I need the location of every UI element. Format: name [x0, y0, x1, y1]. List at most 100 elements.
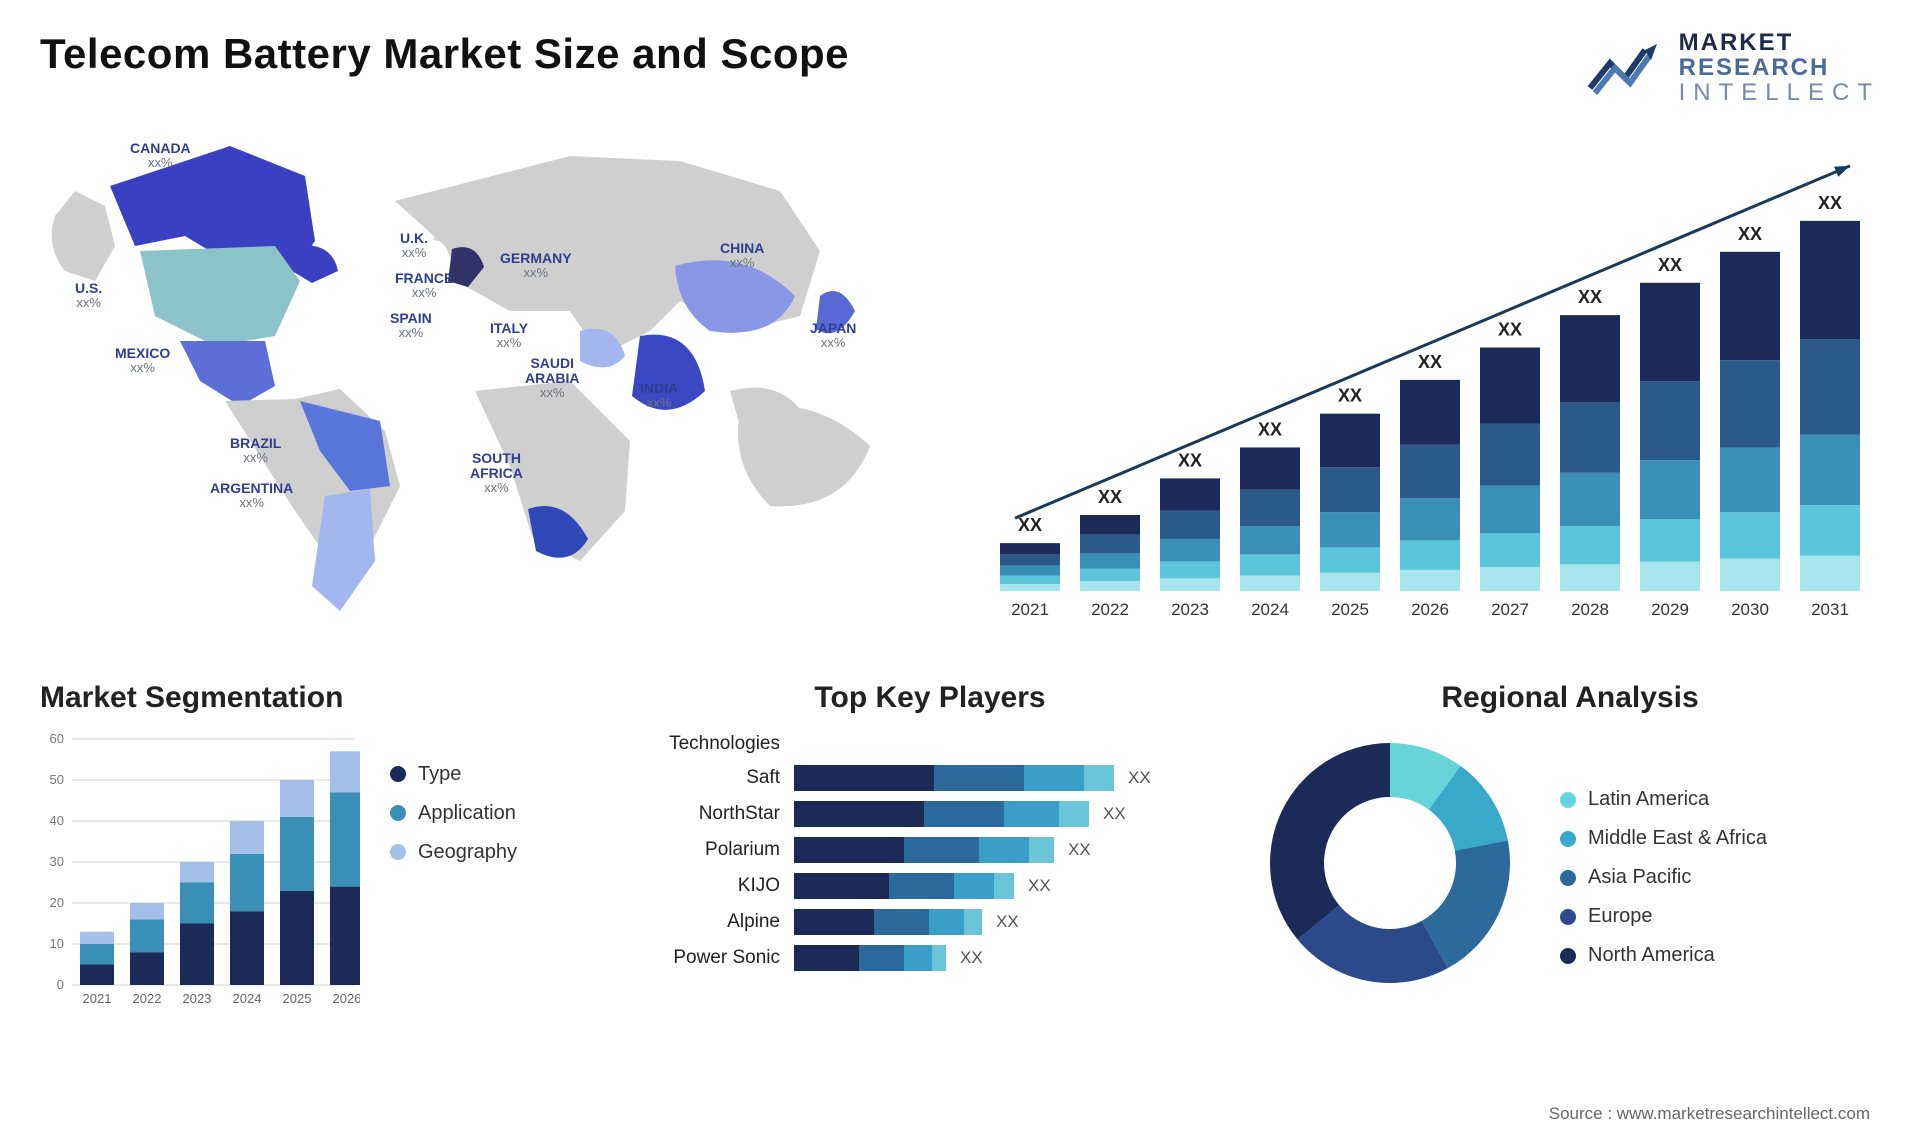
- map-country-label: U.S.xx%: [75, 281, 102, 311]
- kp-value: XX: [1128, 768, 1151, 788]
- kp-bar: [794, 945, 946, 971]
- kp-value: XX: [960, 948, 983, 968]
- kp-bar-segment: [794, 837, 904, 863]
- forecast-bar-segment: [1480, 485, 1540, 533]
- map-country-label: MEXICOxx%: [115, 346, 170, 376]
- forecast-bar-segment: [1000, 554, 1060, 565]
- seg-bar-segment: [80, 964, 114, 985]
- trend-arrowhead-icon: [1834, 165, 1850, 176]
- keyplayers-list: Technologies Saft XX NorthStar XX PolariumXX K…: [650, 733, 1210, 971]
- logo-mark-icon: [1585, 38, 1665, 98]
- seg-legend-item: Application: [390, 802, 517, 825]
- regional-legend-item: Asia Pacific: [1560, 866, 1767, 889]
- forecast-year-label: 2027: [1491, 600, 1529, 619]
- seg-bar-segment: [330, 886, 360, 984]
- kp-bar: [794, 801, 1089, 827]
- keyplayers-header: Technologies: [650, 733, 1210, 755]
- seg-year-label: 2025: [283, 991, 312, 1006]
- legend-label: Geography: [418, 841, 517, 864]
- segmentation-legend: TypeApplicationGeography: [390, 733, 517, 1013]
- forecast-bar-segment: [1160, 478, 1220, 510]
- legend-label: Asia Pacific: [1588, 866, 1691, 889]
- keyplayers-row: PolariumXX: [650, 837, 1210, 863]
- forecast-bar-segment: [1000, 575, 1060, 583]
- keyplayers-title: Top Key Players: [650, 681, 1210, 715]
- seg-bar-segment: [280, 780, 314, 817]
- legend-label: Latin America: [1588, 788, 1709, 811]
- kp-bar-segment: [954, 873, 994, 899]
- seg-bar-segment: [230, 853, 264, 910]
- forecast-bar-segment: [1400, 444, 1460, 497]
- seg-bar-segment: [130, 903, 164, 919]
- brand-logo: MARKET RESEARCH INTELLECT: [1585, 30, 1880, 106]
- forecast-bar-segment: [1080, 581, 1140, 591]
- map-country-label: CHINAxx%: [720, 241, 764, 271]
- logo-line-1: MARKET: [1679, 30, 1880, 55]
- forecast-bar-segment: [1320, 467, 1380, 512]
- forecast-bar-value: XX: [1498, 319, 1522, 339]
- forecast-bar-value: XX: [1178, 450, 1202, 470]
- segmentation-panel: Market Segmentation 01020304050602021202…: [40, 681, 600, 1013]
- kp-bar-segment: [794, 765, 934, 791]
- keyplayers-row: Saft XX: [650, 765, 1210, 791]
- forecast-year-label: 2024: [1251, 600, 1289, 619]
- seg-y-tick: 50: [50, 772, 64, 787]
- kp-bar-segment: [932, 945, 946, 971]
- kp-bar-segment: [929, 909, 964, 935]
- forecast-bar-value: XX: [1418, 351, 1442, 371]
- map-country-label: FRANCExx%: [395, 271, 453, 301]
- map-region: [52, 191, 115, 281]
- world-map-svg: [40, 131, 930, 651]
- seg-bar-segment: [80, 944, 114, 965]
- map-country-label: BRAZILxx%: [230, 436, 281, 466]
- kp-bar-segment: [934, 765, 1024, 791]
- forecast-bar-segment: [1640, 282, 1700, 381]
- forecast-bar-segment: [1080, 534, 1140, 552]
- forecast-bar-segment: [1480, 533, 1540, 567]
- seg-bar-segment: [80, 931, 114, 943]
- forecast-year-label: 2022: [1091, 600, 1129, 619]
- forecast-bar-segment: [1240, 554, 1300, 575]
- forecast-bar-segment: [1240, 526, 1300, 554]
- map-region: [292, 245, 338, 283]
- forecast-bar-segment: [1320, 547, 1380, 572]
- kp-company-name: Saft: [650, 767, 780, 789]
- kp-company-name: KIJO: [650, 875, 780, 897]
- map-country-label: SOUTHAFRICAxx%: [470, 451, 523, 496]
- forecast-bar-segment: [1800, 555, 1860, 590]
- keyplayers-row: KIJOXX: [650, 873, 1210, 899]
- kp-value: XX: [1103, 804, 1126, 824]
- forecast-bar-segment: [1160, 510, 1220, 538]
- forecast-year-label: 2030: [1731, 600, 1769, 619]
- seg-year-label: 2021: [83, 991, 112, 1006]
- forecast-bar-segment: [1720, 251, 1780, 359]
- seg-bar-segment: [280, 816, 314, 890]
- forecast-bar-segment: [1160, 538, 1220, 561]
- kp-bar-segment: [1059, 801, 1089, 827]
- kp-bar-segment: [889, 873, 954, 899]
- legend-dot-icon: [390, 766, 406, 782]
- logo-line-3: INTELLECT: [1679, 80, 1880, 105]
- seg-y-tick: 0: [57, 977, 64, 992]
- forecast-bar-segment: [1080, 515, 1140, 535]
- legend-dot-icon: [1560, 909, 1576, 925]
- forecast-bar-segment: [1480, 567, 1540, 591]
- forecast-bar-segment: [1320, 512, 1380, 547]
- kp-company-name: NorthStar: [650, 803, 780, 825]
- forecast-bar-segment: [1400, 498, 1460, 540]
- legend-label: Application: [418, 802, 516, 825]
- seg-bar-segment: [330, 751, 360, 792]
- map-country-label: SAUDIARABIAxx%: [525, 356, 579, 401]
- keyplayers-row: Power SonicXX: [650, 945, 1210, 971]
- seg-y-tick: 40: [50, 813, 64, 828]
- forecast-bar-value: XX: [1098, 487, 1122, 507]
- kp-value: XX: [996, 912, 1019, 932]
- forecast-bar-segment: [1640, 561, 1700, 591]
- page-title: Telecom Battery Market Size and Scope: [40, 30, 849, 78]
- forecast-bar-segment: [1800, 434, 1860, 504]
- map-country-label: CANADAxx%: [130, 141, 191, 171]
- seg-y-tick: 10: [50, 936, 64, 951]
- segmentation-chart: 0102030405060202120222023202420252026: [40, 733, 360, 1013]
- legend-label: Middle East & Africa: [1588, 827, 1767, 850]
- regional-legend-item: Latin America: [1560, 788, 1767, 811]
